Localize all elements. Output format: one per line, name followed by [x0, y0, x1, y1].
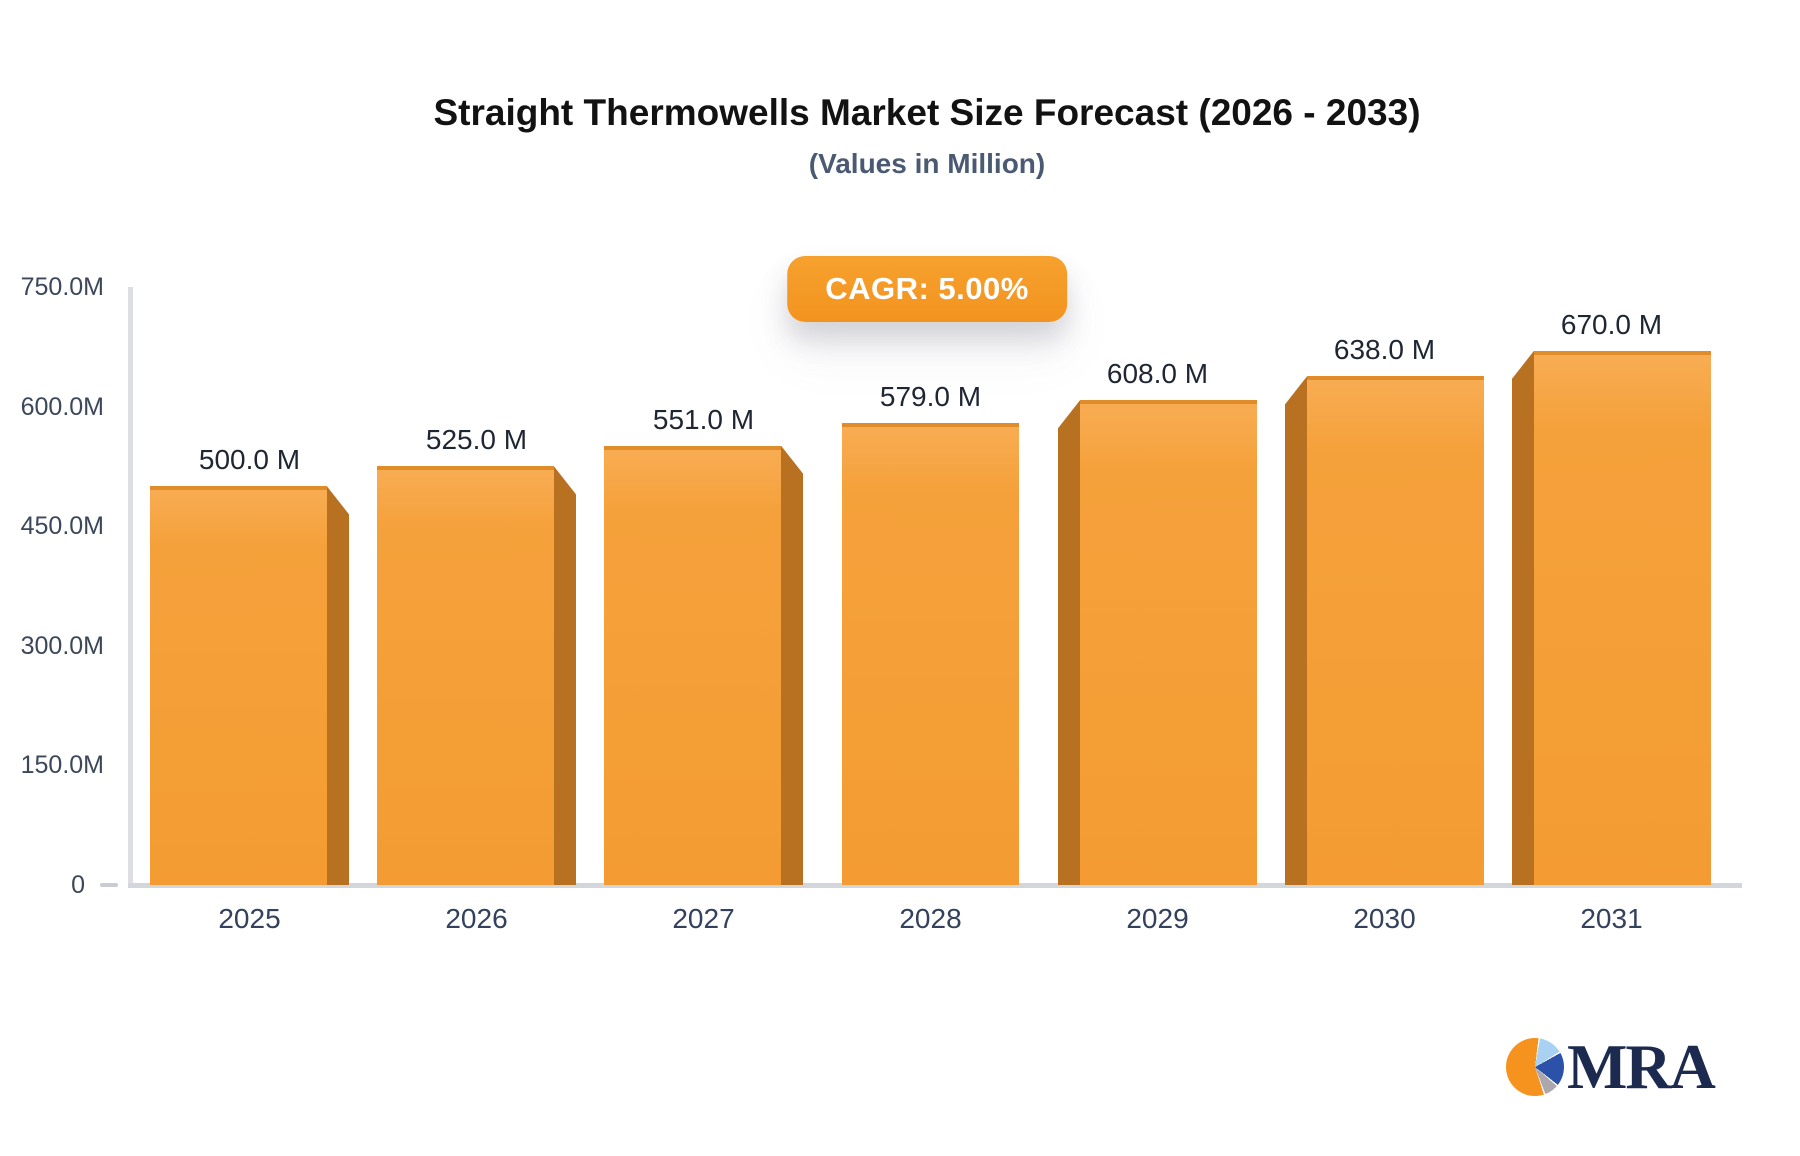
- bar: [1058, 400, 1257, 885]
- plot-area: 750.0M 600.0M 450.0M 300.0M 150.0M 0 500.0 M 20…: [21, 273, 1742, 934]
- x-axis-label: 2031: [1580, 903, 1643, 934]
- x-axis-label: 2025: [218, 903, 281, 934]
- bar-face: [377, 466, 554, 885]
- bar-value-label: 638.0 M: [1333, 334, 1436, 366]
- bar-value-label: 670.0 M: [1560, 308, 1663, 340]
- logo-text: MRA: [1567, 1031, 1716, 1102]
- bar: [842, 423, 1019, 885]
- bar-side-shadow: [554, 466, 576, 885]
- pie-chart-logo-icon: [1506, 1038, 1564, 1096]
- bar-face: [1307, 376, 1484, 885]
- bar-value-label: 608.0 M: [1106, 358, 1209, 390]
- y-axis-tick-label: 450.0M: [20, 512, 104, 541]
- page-title: Straight Thermowells Market Size Forecas…: [433, 92, 1421, 133]
- bar-value-label: 579.0 M: [879, 381, 982, 413]
- bar-value-label: 500.0 M: [198, 444, 301, 476]
- bar-face: [1080, 400, 1257, 885]
- bar: [1285, 376, 1484, 885]
- bar-face: [150, 486, 327, 885]
- y-axis-tick-label: 750.0M: [20, 273, 104, 301]
- page-subtitle: (Values in Million): [808, 148, 1046, 179]
- y-axis-line: [128, 287, 133, 888]
- bar: [377, 466, 576, 885]
- bar-face: [604, 445, 781, 885]
- bar-side-shadow: [1058, 400, 1080, 885]
- bar-side-shadow: [1512, 350, 1534, 885]
- brand-logo: MRA: [1506, 1031, 1716, 1102]
- bar: [1512, 350, 1711, 885]
- x-axis-label: 2028: [899, 903, 962, 934]
- y-axis-tick-label: 600.0M: [20, 392, 104, 421]
- x-axis-label: 2030: [1353, 903, 1416, 934]
- x-axis-line: [128, 883, 1742, 888]
- y-axis-tick-label: 0: [71, 871, 85, 899]
- bar: [604, 445, 803, 885]
- bar-side-shadow: [1285, 376, 1307, 885]
- x-axis-label: 2026: [445, 903, 508, 934]
- y-axis-tick-label: 300.0M: [20, 631, 104, 660]
- bar-value-label: 551.0 M: [652, 403, 755, 435]
- bar-side-shadow: [327, 486, 349, 885]
- cagr-badge: CAGR: 5.00%: [787, 256, 1067, 322]
- x-axis-label: 2029: [1126, 903, 1189, 934]
- zero-tick-mark: [100, 883, 118, 887]
- bar-face: [1534, 350, 1711, 885]
- bar-value-label: 525.0 M: [425, 424, 528, 456]
- bar: [150, 486, 349, 885]
- y-axis-tick-label: 150.0M: [20, 751, 104, 780]
- bar-face: [842, 423, 1019, 885]
- bar-side-shadow: [781, 445, 803, 885]
- x-axis-label: 2027: [672, 903, 735, 934]
